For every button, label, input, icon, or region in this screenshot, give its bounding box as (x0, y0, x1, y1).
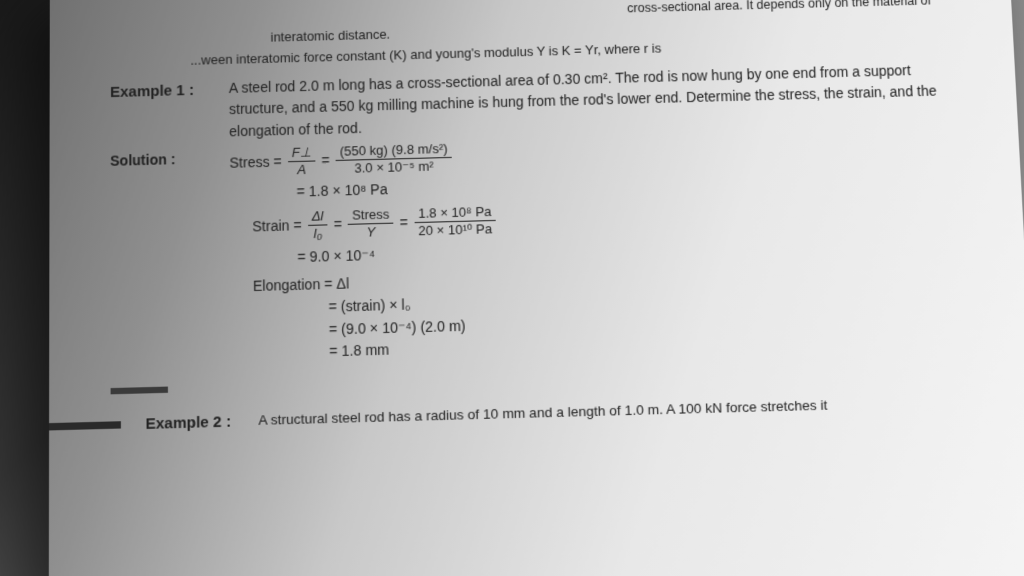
stress-frac-1: F⊥ A (288, 145, 316, 178)
strain-label: Strain = (252, 215, 302, 238)
strain-f3-den: 20 × 10¹⁰ Pa (414, 221, 496, 239)
example-2-label: Example 2 : (145, 409, 240, 436)
textbook-page: cross-sectional area. It depends only on… (49, 0, 1024, 576)
accent-bar-icon (49, 421, 121, 430)
stress-f2-den: 3.0 × 10⁻⁵ m² (350, 158, 438, 176)
strain-frac-1: Δl l₀ (308, 209, 328, 242)
strain-f1-den: l₀ (309, 226, 326, 242)
example-2-text: A structural steel rod has a radius of 1… (258, 391, 982, 432)
stress-equation: Stress = F⊥ A = (550 kg) (9.8 m/s²) 3.0 … (229, 141, 452, 179)
strain-frac-2: Stress Y (348, 207, 394, 241)
equals-1: = (321, 150, 330, 172)
equals-2: = (334, 214, 343, 236)
elongation-block: Elongation = Δl = (strain) × l₀ = (9.0 ×… (253, 257, 979, 366)
context-text: cross-sectional area. It depends only on… (230, 0, 964, 69)
strain-frac-3: 1.8 × 10⁸ Pa 20 × 10¹⁰ Pa (414, 205, 497, 239)
stress-frac-2: (550 kg) (9.8 m/s²) 3.0 × 10⁻⁵ m² (336, 141, 453, 176)
divider-bar-icon (111, 387, 168, 395)
stress-f1-num: F⊥ (288, 145, 316, 162)
strain-f1-num: Δl (308, 209, 328, 226)
equals-3: = (400, 212, 409, 234)
strain-f2-num: Stress (348, 207, 394, 225)
stress-label: Stress = (229, 151, 282, 174)
stress-f1-den: A (293, 162, 310, 178)
context-line-a: interatomic distance. (270, 27, 390, 45)
example-1-label: Example 1 : (110, 78, 211, 146)
strain-f2-den: Y (362, 224, 379, 240)
solution-label: Solution : (110, 148, 211, 183)
